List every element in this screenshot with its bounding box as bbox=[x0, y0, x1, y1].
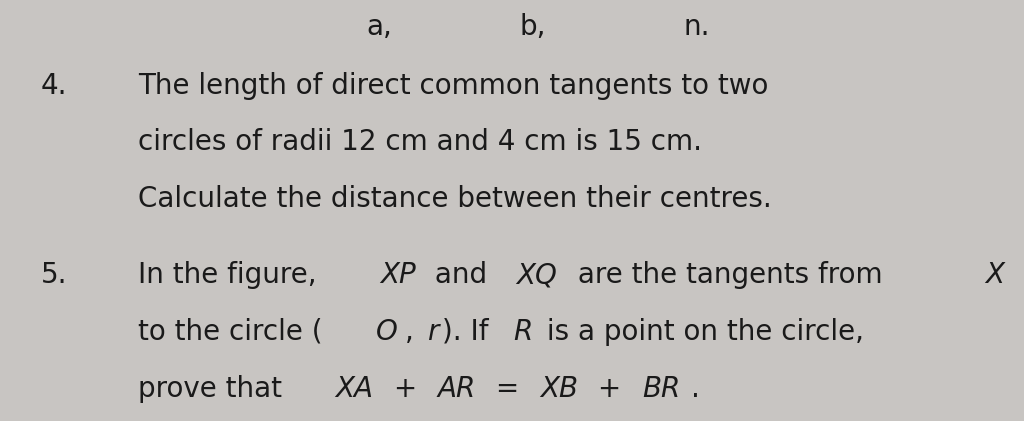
Text: O: O bbox=[376, 318, 398, 346]
Text: is a point on the circle,: is a point on the circle, bbox=[539, 318, 864, 346]
Text: XP: XP bbox=[380, 261, 416, 289]
Text: 5.: 5. bbox=[41, 261, 68, 289]
Text: .: . bbox=[691, 375, 700, 403]
Text: a,: a, bbox=[366, 13, 392, 41]
Text: R: R bbox=[514, 318, 532, 346]
Text: are the tangents from: are the tangents from bbox=[569, 261, 892, 289]
Text: to the circle (: to the circle ( bbox=[138, 318, 323, 346]
Text: n.: n. bbox=[683, 13, 710, 41]
Text: In the figure,: In the figure, bbox=[138, 261, 326, 289]
Text: XA: XA bbox=[336, 375, 374, 403]
Text: and: and bbox=[426, 261, 497, 289]
Text: AR: AR bbox=[437, 375, 476, 403]
Text: +: + bbox=[385, 375, 426, 403]
Text: 4.: 4. bbox=[41, 72, 68, 100]
Text: Calculate the distance between their centres.: Calculate the distance between their cen… bbox=[138, 185, 772, 213]
Text: circles of radii 12 cm and 4 cm is 15 cm.: circles of radii 12 cm and 4 cm is 15 cm… bbox=[138, 128, 702, 157]
Text: ). If: ). If bbox=[442, 318, 498, 346]
Text: XQ: XQ bbox=[517, 261, 557, 289]
Text: XB: XB bbox=[540, 375, 578, 403]
Text: r: r bbox=[427, 318, 439, 346]
Text: b,: b, bbox=[519, 13, 546, 41]
Text: The length of direct common tangents to two: The length of direct common tangents to … bbox=[138, 72, 769, 100]
Text: BR: BR bbox=[642, 375, 680, 403]
Text: +: + bbox=[589, 375, 630, 403]
Text: prove that: prove that bbox=[138, 375, 291, 403]
Text: =: = bbox=[487, 375, 528, 403]
Text: ,: , bbox=[404, 318, 422, 346]
Text: X: X bbox=[985, 261, 1005, 289]
